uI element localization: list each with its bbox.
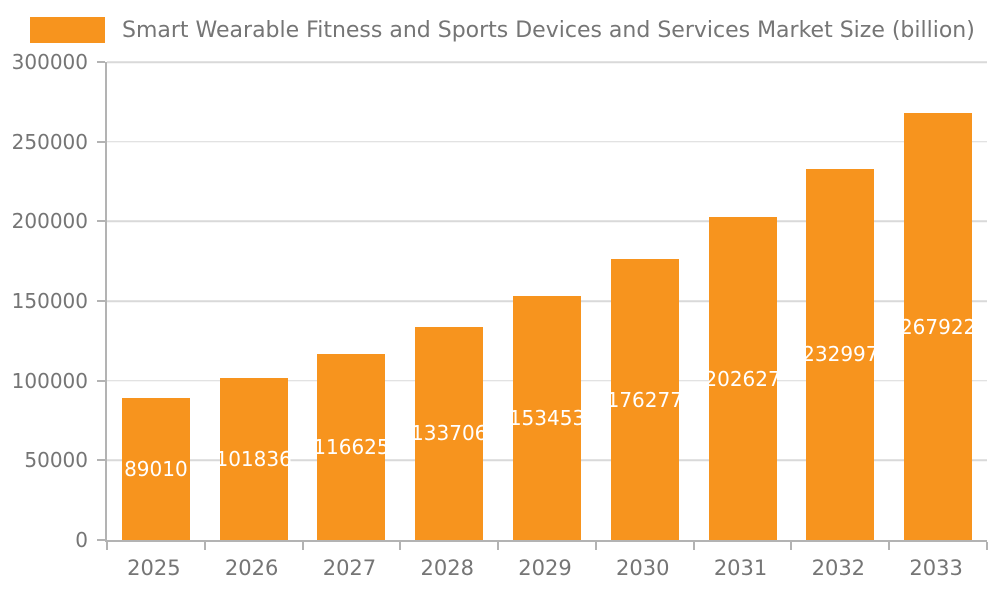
x-axis-tick	[986, 542, 988, 550]
bar-value-label: 232997	[802, 342, 879, 367]
x-axis-label: 2026	[224, 556, 279, 580]
x-axis-label: 2029	[518, 556, 572, 580]
plot-area: 89010 101836 116625 133706 153453 176277 20262…	[97, 61, 988, 550]
x-axis-tick	[594, 542, 597, 550]
bar-value-label: 153453	[508, 405, 586, 430]
y-axis-tick-label: 150000	[11, 289, 88, 313]
y-axis-tick	[97, 140, 105, 143]
bar-value-label: 176277	[606, 387, 683, 412]
bar-2031[interactable]: 202627	[704, 217, 781, 540]
bar-value-label: 116625	[313, 435, 390, 460]
bar-2029[interactable]: 153453	[509, 295, 585, 540]
bar-2027[interactable]: 116625	[313, 354, 390, 540]
y-axis-tick	[97, 300, 105, 302]
bar-2033[interactable]: 267922	[900, 113, 976, 540]
y-axis-tick	[97, 459, 105, 462]
x-axis-tick	[399, 542, 402, 550]
x-axis-label: 2027	[322, 556, 377, 580]
y-axis-tick-label: 300000	[11, 50, 88, 74]
y-axis-tick-label: 200000	[11, 209, 88, 234]
y-axis-tick	[97, 220, 105, 223]
gridline	[107, 140, 987, 143]
y-axis-tick-label: 100000	[11, 368, 88, 393]
y-axis-tick-label: 0	[75, 528, 88, 552]
gridline	[107, 220, 987, 223]
x-axis-tick	[692, 542, 695, 550]
bar-2028[interactable]: 133706	[411, 326, 487, 540]
bar-2026[interactable]: 101836	[215, 377, 292, 540]
x-axis-tick	[497, 542, 500, 550]
y-axis-tick	[97, 379, 105, 382]
x-axis-label: 2025	[127, 556, 181, 580]
x-axis-label: 2032	[811, 556, 866, 580]
y-axis-labels: 0 50000 100000 150000 200000 250000 300000	[0, 50, 88, 552]
bar-value-label: 101836	[215, 446, 292, 471]
y-axis-tick	[97, 61, 105, 63]
x-axis-label: 2030	[616, 556, 670, 580]
chart-title: Smart Wearable Fitness and Sports Device…	[122, 17, 975, 43]
x-axis-tick	[203, 542, 206, 550]
bar-value-label: 202627	[704, 366, 781, 391]
x-axis-labels: 2025 2026 2027 2028 2029 2030 2031 2032 2033	[0, 556, 1000, 590]
legend-swatch[interactable]	[30, 17, 105, 43]
bar-2032[interactable]: 232997	[802, 168, 879, 540]
legend[interactable]: Smart Wearable Fitness and Sports Device…	[30, 16, 975, 44]
x-axis-label: 2033	[909, 556, 963, 580]
x-axis-label: 2031	[713, 556, 768, 580]
bar-value-label: 133706	[411, 421, 488, 446]
bar-value-label: 267922	[899, 314, 977, 339]
x-axis-tick	[106, 542, 108, 550]
y-axis-tick-label: 50000	[24, 448, 88, 473]
x-axis-label: 2028	[420, 556, 474, 580]
x-axis-tick	[790, 542, 793, 550]
y-axis-tick	[97, 539, 105, 541]
x-axis-tick	[888, 542, 891, 550]
bar-2030[interactable]: 176277	[607, 259, 683, 540]
bar-2025[interactable]: 89010	[121, 398, 190, 540]
gridline	[107, 61, 987, 63]
x-axis-tick	[301, 542, 304, 550]
bar-value-label: 89010	[124, 457, 188, 482]
y-axis-tick-label: 250000	[11, 129, 88, 154]
